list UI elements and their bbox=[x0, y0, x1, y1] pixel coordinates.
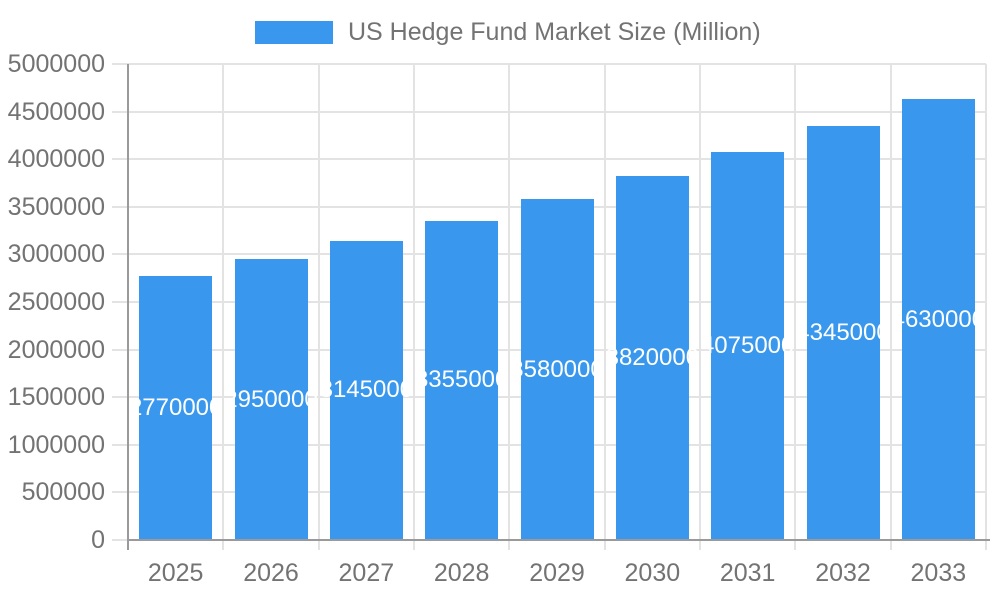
bar-value-label-2028: 3355000 bbox=[414, 366, 509, 394]
x-axis-tick-label: 2028 bbox=[433, 559, 490, 587]
y-axis-tick-label: 2500000 bbox=[7, 288, 105, 316]
legend[interactable]: US Hedge Fund Market Size (Million) bbox=[255, 17, 761, 46]
x-axis-tick-label: 2026 bbox=[243, 559, 299, 587]
bar-2026[interactable] bbox=[234, 259, 308, 540]
bar-value-label-2029: 3580000 bbox=[510, 355, 604, 383]
x-axis-tick-label: 2033 bbox=[910, 559, 967, 587]
bar-value-label-2026: 2950000 bbox=[224, 385, 318, 413]
y-axis-tick-label: 0 bbox=[91, 526, 105, 554]
x-gridline bbox=[794, 64, 797, 540]
x-axis-tick-label: 2025 bbox=[147, 559, 204, 587]
y-axis-line bbox=[127, 64, 129, 550]
bar-value-label-2031: 4075000 bbox=[700, 332, 795, 360]
x-axis-tick-label: 2027 bbox=[338, 559, 395, 587]
y-axis-tick-label: 500000 bbox=[21, 478, 105, 507]
y-axis-tick bbox=[112, 205, 128, 208]
y-axis-tick-label: 3500000 bbox=[7, 192, 105, 221]
x-axis-tick-label: 2030 bbox=[624, 559, 681, 587]
x-axis-line bbox=[127, 539, 990, 541]
x-gridline bbox=[317, 64, 320, 540]
x-gridline bbox=[699, 64, 701, 540]
bar-value-label-2033: 4630000 bbox=[891, 305, 986, 333]
y-axis-tick bbox=[112, 348, 128, 351]
x-axis-tick-label: 2031 bbox=[719, 559, 776, 587]
y-axis-tick-label: 4500000 bbox=[7, 97, 105, 126]
bar-value-label-2032: 4345000 bbox=[796, 319, 890, 347]
bar-2027[interactable] bbox=[329, 240, 403, 540]
x-axis-tick bbox=[603, 540, 606, 550]
x-axis-tick-label: 2029 bbox=[529, 559, 585, 587]
y-gridline bbox=[128, 158, 986, 161]
x-axis-tick bbox=[794, 540, 797, 550]
bar-2032[interactable] bbox=[806, 126, 880, 540]
x-axis-tick bbox=[699, 540, 701, 550]
y-axis-tick bbox=[112, 253, 128, 256]
y-axis-tick bbox=[112, 491, 128, 494]
y-axis-tick-label: 1500000 bbox=[7, 383, 105, 412]
y-axis-tick-label: 5000000 bbox=[7, 50, 105, 78]
bar-value-label-2027: 3145000 bbox=[319, 376, 414, 404]
bar-value-label-2030: 3820000 bbox=[605, 344, 700, 372]
y-axis-tick bbox=[112, 396, 128, 399]
x-axis-tick bbox=[889, 540, 892, 550]
x-gridline bbox=[413, 64, 415, 540]
x-gridline bbox=[508, 64, 511, 540]
x-axis-tick-label: 2032 bbox=[815, 559, 871, 587]
x-gridline bbox=[222, 64, 225, 540]
y-axis-tick-label: 2000000 bbox=[7, 335, 105, 364]
y-axis-tick bbox=[112, 63, 128, 65]
y-axis-tick-label: 4000000 bbox=[7, 145, 105, 174]
legend-swatch bbox=[255, 20, 333, 44]
y-gridline bbox=[128, 110, 986, 113]
x-axis-tick bbox=[413, 540, 415, 550]
y-gridline bbox=[128, 63, 986, 65]
y-axis-tick bbox=[112, 539, 128, 541]
x-axis-tick bbox=[508, 540, 511, 550]
bar-2030[interactable] bbox=[615, 176, 689, 540]
x-axis-tick bbox=[317, 540, 320, 550]
y-axis-tick bbox=[112, 301, 128, 303]
x-gridline bbox=[603, 64, 606, 540]
x-gridline bbox=[985, 64, 987, 540]
bar-2029[interactable] bbox=[520, 199, 594, 540]
bar-2031[interactable] bbox=[711, 152, 785, 540]
bar-2033[interactable] bbox=[901, 99, 975, 540]
x-gridline bbox=[889, 64, 892, 540]
bar-value-label-2025: 2770000 bbox=[128, 394, 223, 422]
y-axis-tick-label: 3000000 bbox=[7, 240, 105, 269]
bar-2028[interactable] bbox=[425, 220, 499, 540]
y-axis-tick bbox=[112, 110, 128, 113]
legend-label: US Hedge Fund Market Size (Million) bbox=[348, 17, 761, 46]
y-axis-tick bbox=[112, 443, 128, 446]
y-axis-tick bbox=[112, 158, 128, 161]
y-axis-tick-label: 1000000 bbox=[7, 430, 105, 459]
bar-2025[interactable] bbox=[139, 276, 213, 540]
x-axis-tick bbox=[985, 540, 987, 550]
x-axis-tick bbox=[222, 540, 225, 550]
